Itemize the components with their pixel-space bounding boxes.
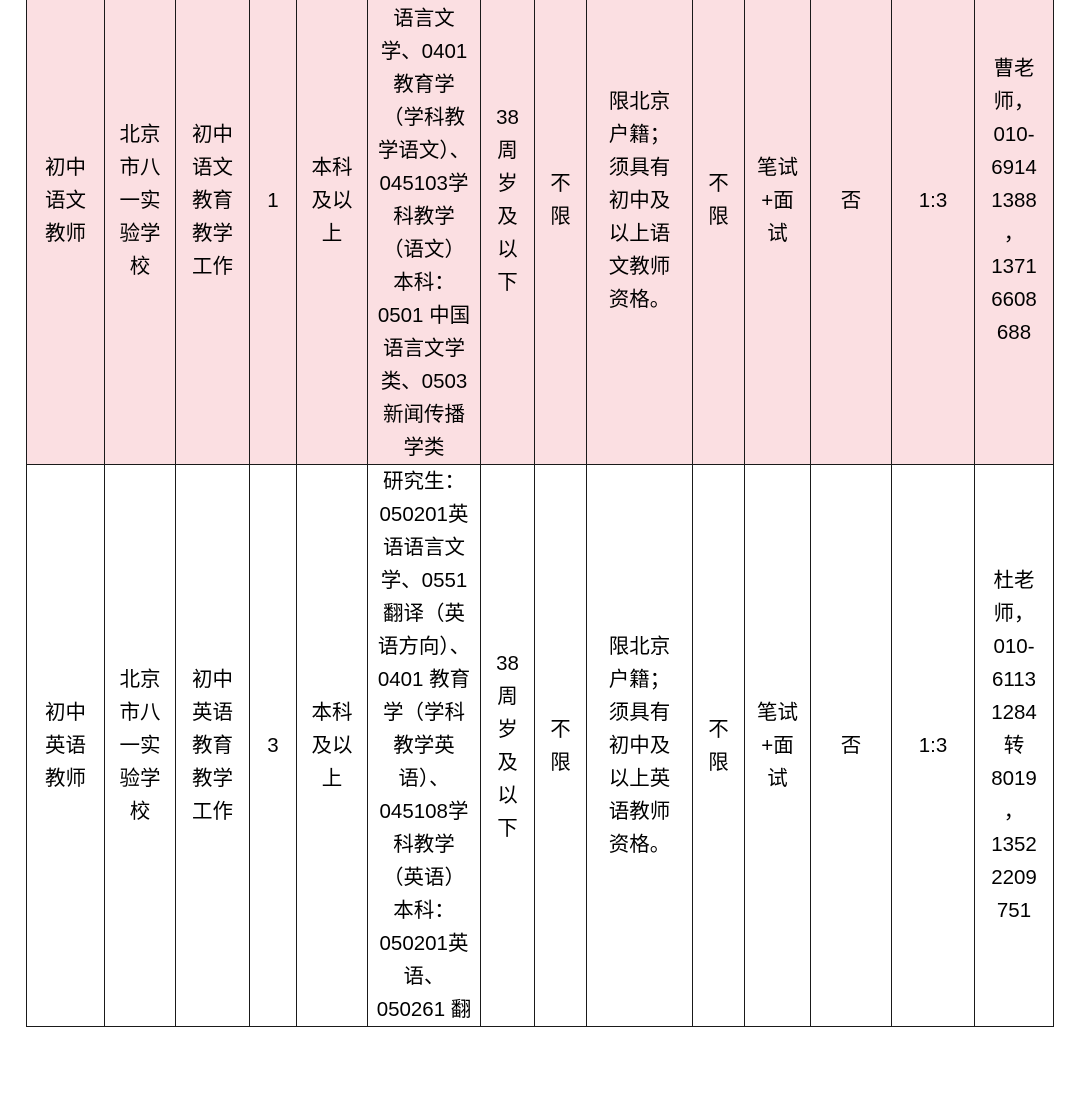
cell-major: 研究生： 0501 中国 语言文 学、0401 教育学 （学科教 学语文）、 0… — [367, 0, 481, 465]
cell-experience: 不 限 — [534, 0, 587, 465]
cell-value: 初中 英语 教育 教学 工作 — [192, 668, 233, 823]
cell-value: 38 周 岁 及 以 下 — [496, 106, 519, 294]
cell-value: 研究生： 0501 中国 语言文 学、0401 教育学 （学科教 学语文）、 0… — [377, 7, 471, 459]
cell-employer: 北京 市八 一实 验学 校 — [104, 464, 176, 1027]
cell-value: 笔试 +面 试 — [757, 701, 798, 790]
cell-value: 研究生： 050201英 语语言文 学、0551 翻译（英 语方向）、 0401… — [376, 470, 472, 1021]
cell-position-name: 初中 英语 教师 — [26, 464, 105, 1027]
cell-value: 笔试 +面 试 — [757, 155, 798, 245]
cell-contact: 杜老 师， 010- 6113 1284 转 8019 ， 1352 2209 … — [974, 464, 1054, 1027]
cell-value: 初中 英语 教师 — [45, 701, 86, 790]
cell-headcount: 1 — [249, 0, 297, 465]
cell-value: 不 限 — [550, 717, 571, 774]
cell-ratio: 1:3 — [891, 0, 975, 465]
cell-education: 本科 及以 上 — [296, 0, 368, 465]
cell-exam-method: 笔试 +面 试 — [744, 0, 811, 465]
table-row: 初中 语文 教师 北京 市八 一实 验学 校 初中 语文 教育 教学 工作 1 … — [26, 0, 1054, 465]
cell-value: 1 — [267, 188, 279, 212]
cell-value: 本科 及以 上 — [311, 701, 353, 790]
cell-exam-method: 笔试 +面 试 — [744, 464, 811, 1027]
cell-value: 38 周 岁 及 以 下 — [496, 651, 519, 840]
cell-age: 38 周 岁 及 以 下 — [480, 464, 535, 1027]
cell-value: 不 限 — [550, 172, 571, 228]
cell-other-requirements: 限北京 户籍； 须具有 初中及 以上语 文教师 资格。 — [586, 0, 693, 465]
cell-job-duties: 初中 语文 教育 教学 工作 — [175, 0, 250, 465]
cell-value: 限北京 户籍； 须具有 初中及 以上语 文教师 资格。 — [608, 89, 671, 311]
cell-value: 杜老 师， 010- 6113 1284 转 8019 ， 1352 2209 … — [991, 569, 1037, 922]
cell-value: 1:3 — [918, 734, 948, 757]
cell-experience: 不 限 — [534, 464, 587, 1027]
cell-contact: 曹老 师， 010- 6914 1388 ， 1371 6608 688 — [974, 0, 1054, 465]
cell-value: 不 限 — [708, 717, 729, 774]
cell-value: 3 — [267, 734, 279, 757]
cell-education: 本科 及以 上 — [296, 464, 368, 1027]
cell-written-exam-flag: 否 — [810, 464, 892, 1027]
cell-value: 1:3 — [918, 188, 948, 212]
cell-value: 本科 及以 上 — [311, 155, 353, 245]
cell-ratio: 1:3 — [891, 464, 975, 1027]
cell-major: 研究生： 050201英 语语言文 学、0551 翻译（英 语方向）、 0401… — [367, 464, 481, 1027]
cell-political-status: 不 限 — [692, 464, 745, 1027]
cell-value: 不 限 — [708, 172, 729, 228]
cell-value: 初中 语文 教师 — [45, 155, 86, 245]
cell-age: 38 周 岁 及 以 下 — [480, 0, 535, 465]
cell-value: 初中 语文 教育 教学 工作 — [192, 122, 233, 278]
table-row: 初中 英语 教师 北京 市八 一实 验学 校 初中 英语 教育 教学 工作 3 … — [26, 464, 1054, 1027]
cell-value: 北京 市八 一实 验学 校 — [119, 122, 161, 278]
cell-value: 否 — [840, 188, 862, 212]
cell-other-requirements: 限北京 户籍； 须具有 初中及 以上英 语教师 资格。 — [586, 464, 693, 1027]
cell-headcount: 3 — [249, 464, 297, 1027]
cell-job-duties: 初中 英语 教育 教学 工作 — [175, 464, 250, 1027]
cell-position-name: 初中 语文 教师 — [26, 0, 105, 465]
cell-value: 曹老 师， 010- 6914 1388 ， 1371 6608 688 — [991, 56, 1037, 344]
cell-value: 限北京 户籍； 须具有 初中及 以上英 语教师 资格。 — [608, 635, 671, 856]
cell-political-status: 不 限 — [692, 0, 745, 465]
recruitment-table: 科教学 （物理） 7940 858 初中 语文 教师 北京 市八 一实 验学 校… — [26, 0, 1054, 1027]
cell-value: 否 — [840, 734, 862, 757]
cell-employer: 北京 市八 一实 验学 校 — [104, 0, 176, 465]
cell-value: 北京 市八 一实 验学 校 — [119, 668, 161, 823]
cell-written-exam-flag: 否 — [810, 0, 892, 465]
